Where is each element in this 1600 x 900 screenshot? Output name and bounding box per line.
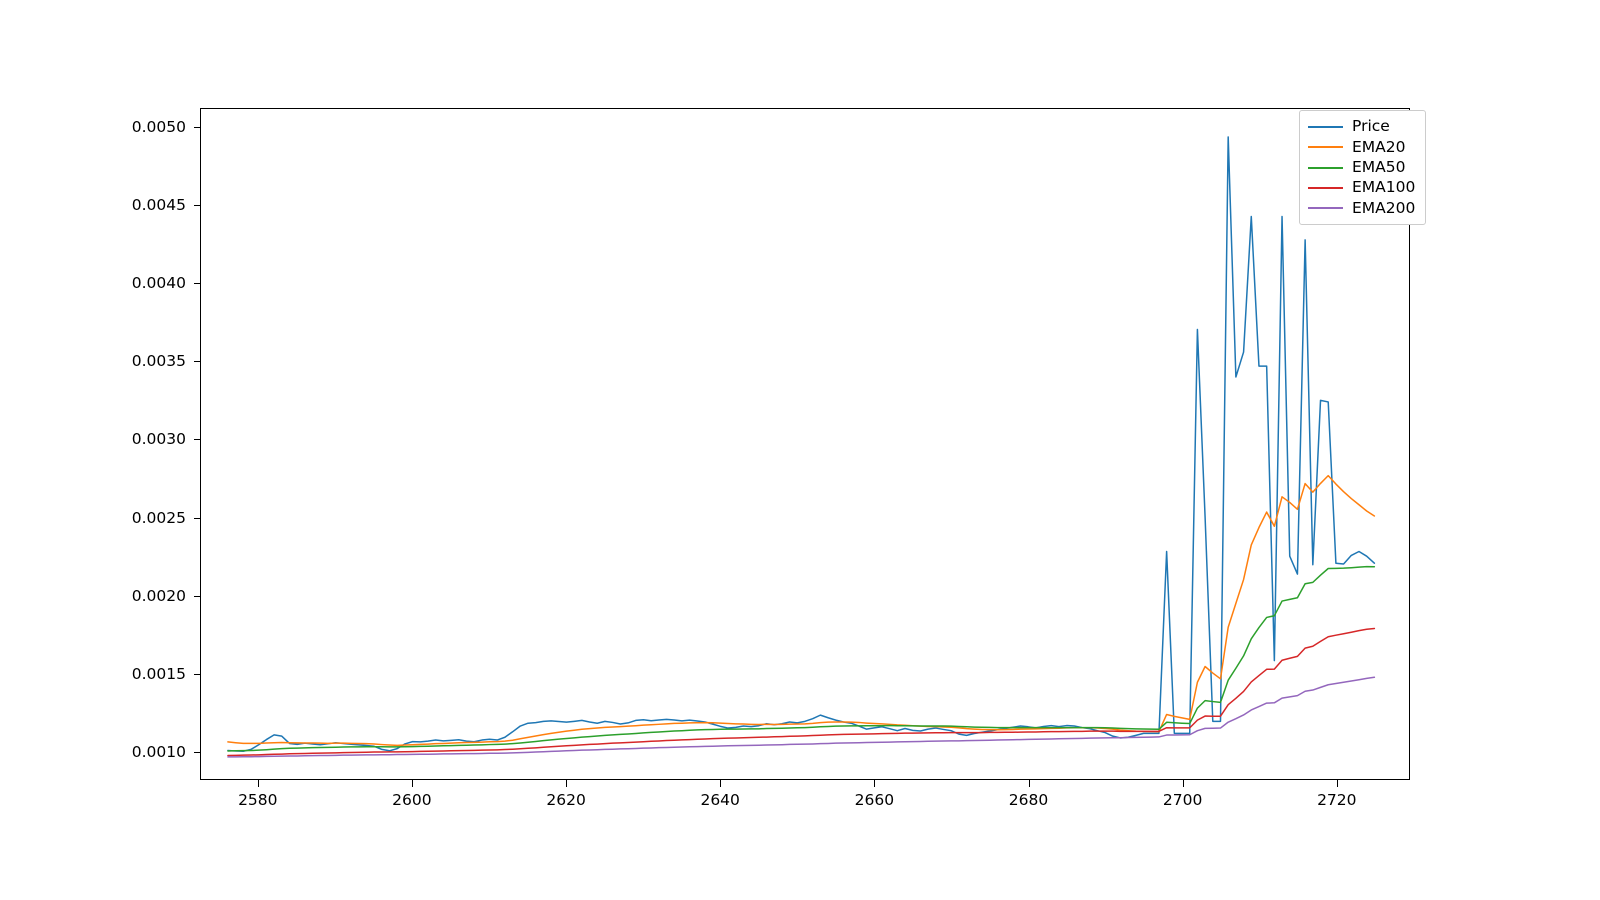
legend-swatch-icon: [1308, 187, 1343, 190]
legend-item-ema100: EMA100: [1308, 178, 1415, 198]
y-tick-mark: [193, 517, 200, 519]
legend-label: Price: [1352, 117, 1390, 136]
y-tick-label: 0.0050: [131, 117, 186, 136]
series-line-ema50: [228, 567, 1374, 751]
y-tick-mark: [193, 439, 200, 441]
legend-swatch-icon: [1308, 166, 1343, 169]
y-tick-mark: [193, 126, 200, 128]
legend-swatch-icon: [1308, 126, 1343, 129]
y-tick-mark: [193, 204, 200, 206]
y-tick-label: 0.0010: [131, 742, 186, 761]
y-tick-label: 0.0015: [131, 664, 186, 683]
y-tick-mark: [193, 751, 200, 753]
legend-swatch-icon: [1308, 207, 1343, 210]
x-tick-label: 2660: [854, 791, 895, 809]
x-tick-label: 2720: [1317, 791, 1357, 809]
y-tick-mark: [193, 595, 200, 597]
legend-label: EMA200: [1352, 198, 1416, 217]
series-line-price: [228, 137, 1374, 751]
y-tick-mark: [193, 361, 200, 363]
x-tick-mark: [1336, 780, 1338, 787]
x-tick-label: 2640: [700, 791, 740, 809]
y-tick-label: 0.0020: [131, 586, 186, 605]
plot-area: [200, 108, 1410, 780]
legend-item-ema200: EMA200: [1308, 198, 1415, 218]
x-tick-label: 2620: [546, 791, 586, 809]
x-tick-mark: [720, 780, 722, 787]
series-line-ema100: [228, 628, 1374, 755]
x-tick-mark: [874, 780, 876, 787]
series-line-ema200: [228, 677, 1374, 757]
x-tick-mark: [1182, 780, 1184, 787]
x-tick-mark: [411, 780, 413, 787]
legend-swatch-icon: [1308, 146, 1343, 149]
chart-legend: Price EMA20 EMA50 EMA100 EMA200: [1299, 110, 1427, 226]
x-tick-mark: [566, 780, 568, 787]
legend-item-ema50: EMA50: [1308, 158, 1415, 178]
y-tick-label: 0.0035: [131, 352, 186, 371]
legend-label: EMA100: [1352, 178, 1416, 197]
legend-label: EMA20: [1352, 137, 1406, 156]
x-tick-label: 2580: [238, 791, 278, 809]
chart-lines: [201, 109, 1409, 779]
x-tick-label: 2700: [1162, 791, 1203, 809]
x-tick-mark: [1028, 780, 1030, 787]
x-tick-label: 2680: [1008, 791, 1049, 809]
x-tick-mark: [257, 780, 259, 787]
series-line-ema20: [228, 476, 1374, 746]
y-tick-label: 0.0030: [131, 430, 186, 449]
x-tick-label: 2600: [392, 791, 432, 809]
legend-item-price: Price: [1308, 117, 1415, 137]
y-tick-label: 0.0045: [131, 195, 186, 214]
y-tick-mark: [193, 283, 200, 285]
y-tick-mark: [193, 673, 200, 675]
y-tick-label: 0.0025: [131, 508, 186, 527]
legend-item-ema20: EMA20: [1308, 137, 1415, 157]
y-tick-label: 0.0040: [131, 274, 186, 292]
legend-label: EMA50: [1352, 157, 1406, 176]
